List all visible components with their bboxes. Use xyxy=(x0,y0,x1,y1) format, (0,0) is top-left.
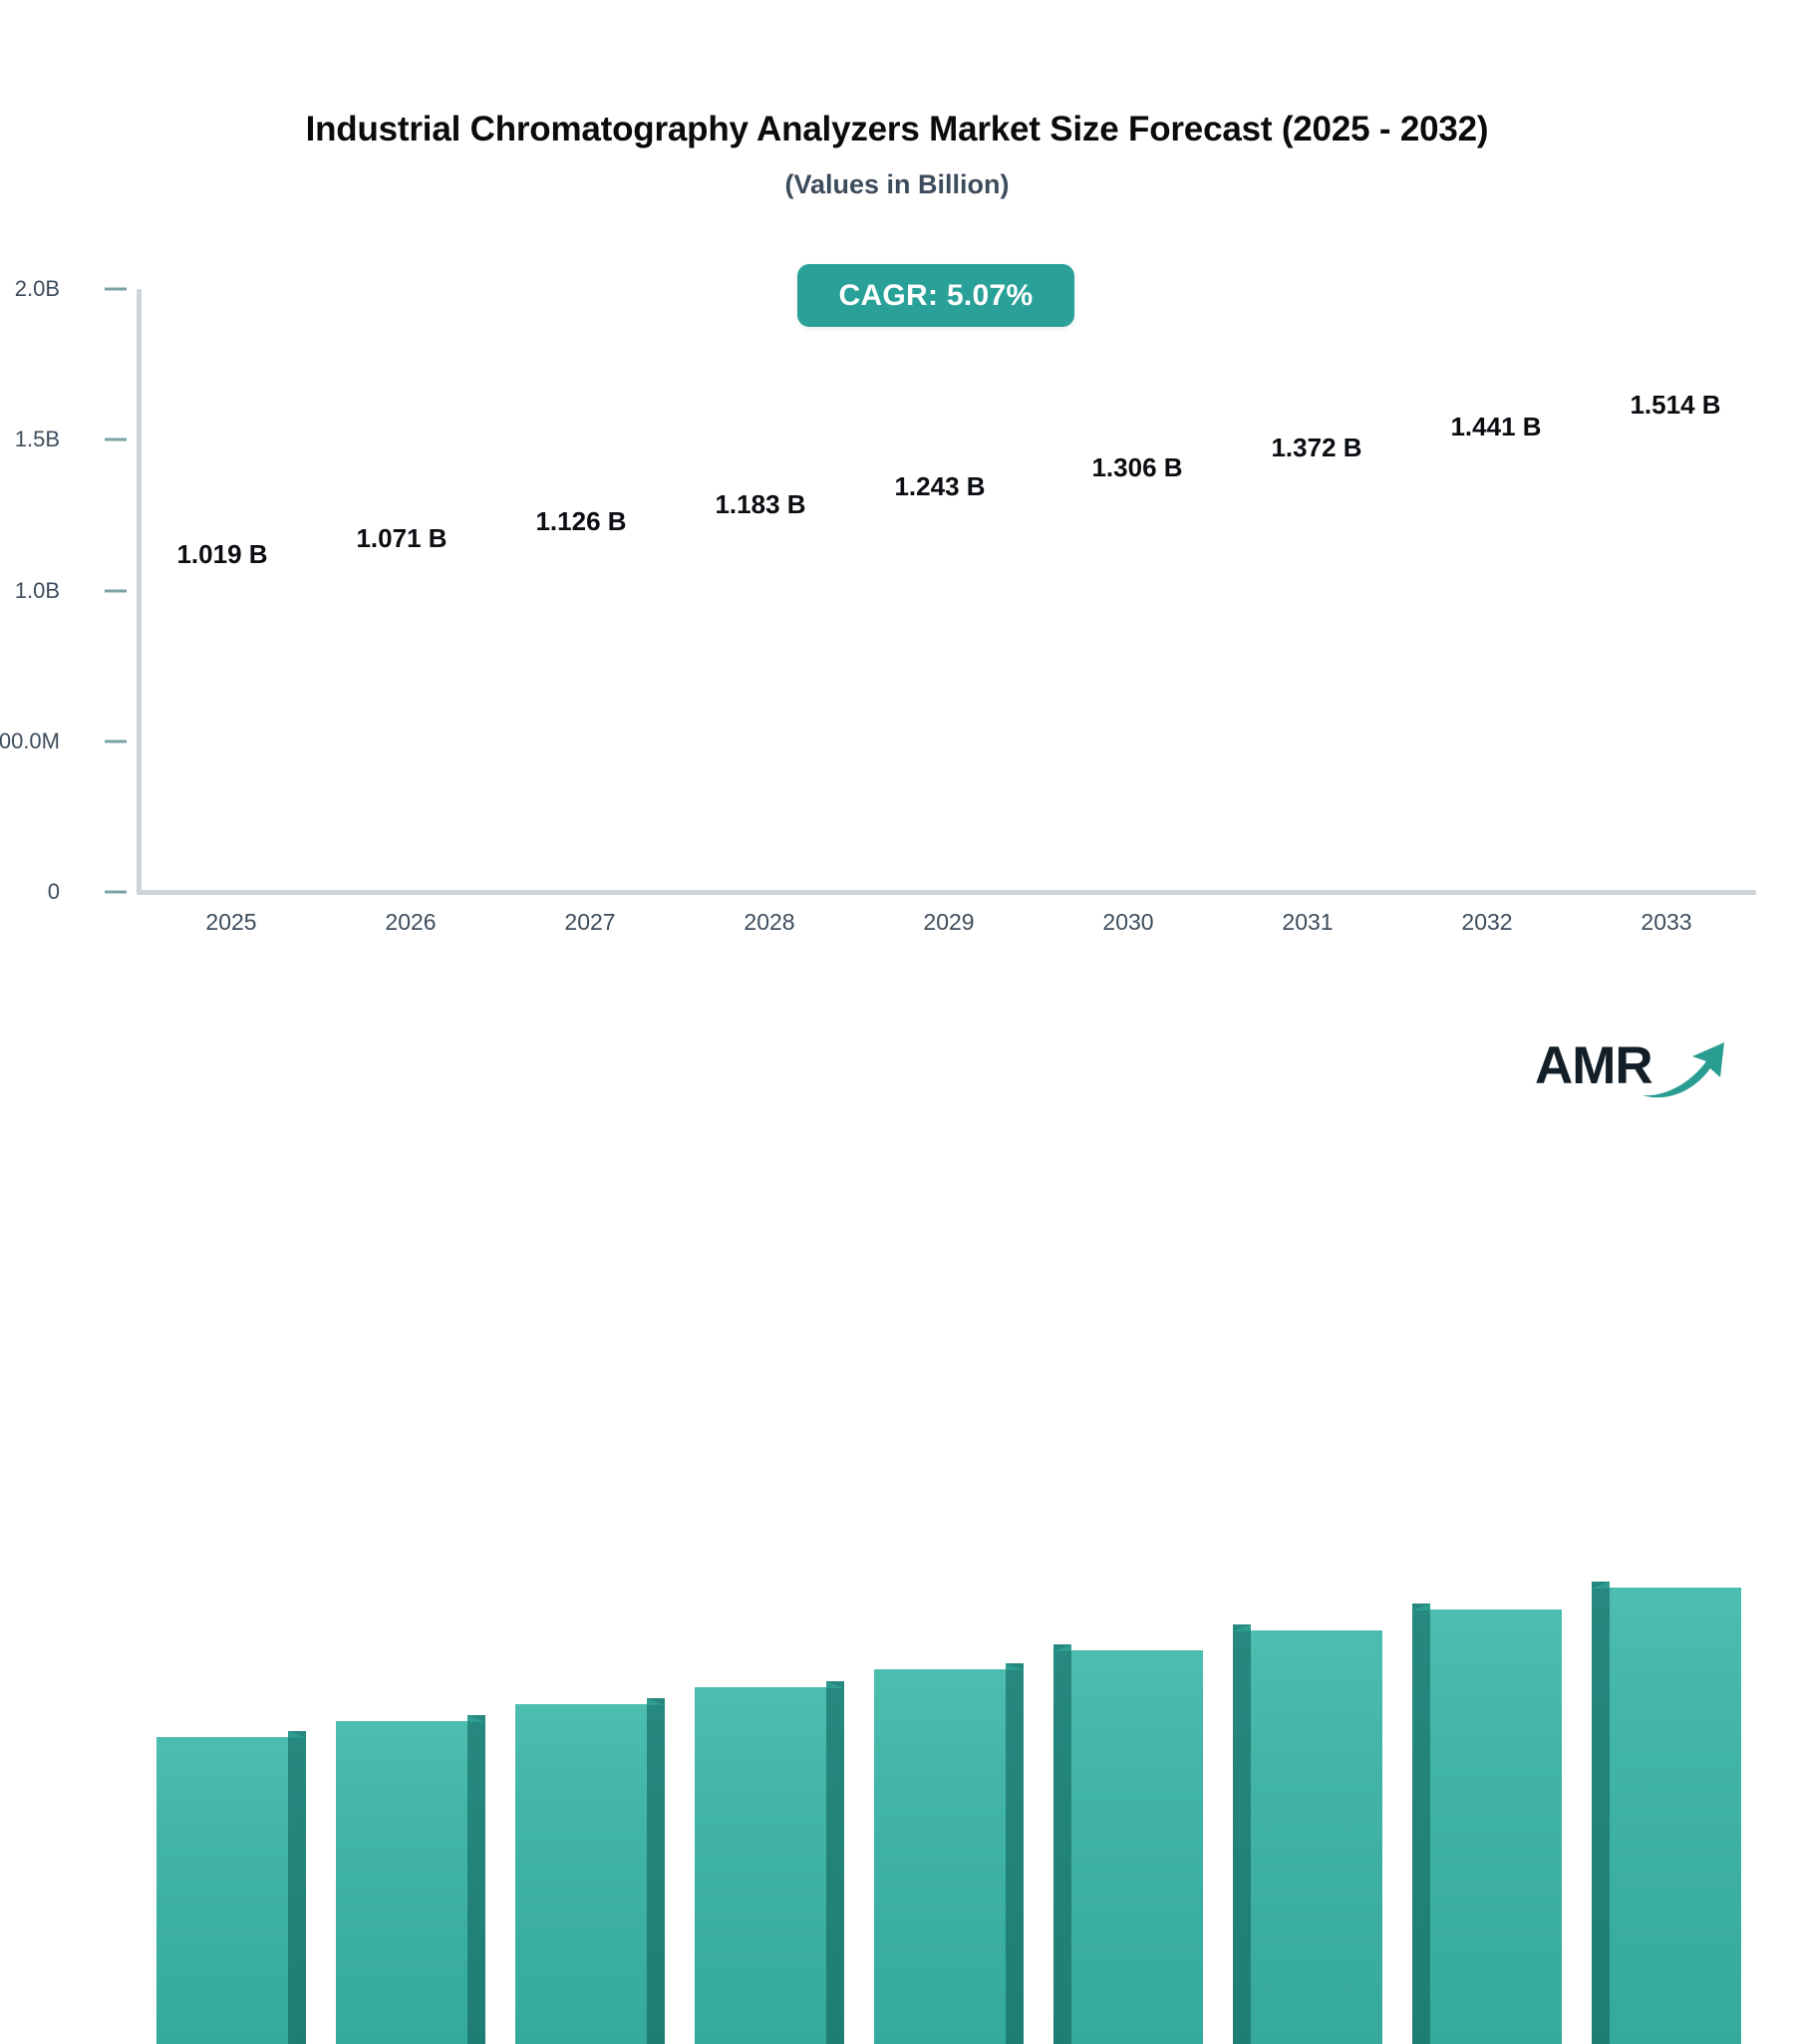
bar-side-face xyxy=(288,1730,306,2044)
bar-value-label: 1.306 B xyxy=(1091,451,1183,482)
bar-front-face xyxy=(156,1736,288,2044)
x-axis-tick-label: 2031 xyxy=(1282,909,1334,935)
amr-logo: AMR xyxy=(1535,1031,1734,1111)
bar-top-bevel xyxy=(1006,1662,1024,1670)
x-axis-tick-label: 2028 xyxy=(744,909,795,935)
x-axis-tick-label: 2027 xyxy=(564,909,616,935)
x-axis-tick-label: 2033 xyxy=(1641,909,1692,935)
bar-top-bevel xyxy=(647,1698,665,1706)
y-axis-tick-label: 1.5B xyxy=(14,427,60,452)
x-axis-tick-label: 2030 xyxy=(1102,909,1154,935)
bar-value-label: 1.514 B xyxy=(1630,390,1721,420)
bar-side-face xyxy=(1006,1662,1024,2044)
bar-front-face xyxy=(1251,1629,1382,2044)
bar-side-face xyxy=(1412,1604,1430,2044)
bar-value-label: 1.019 B xyxy=(176,538,268,569)
bar-side-face xyxy=(1233,1623,1251,2044)
bar-top-bevel xyxy=(467,1715,485,1723)
chart-title: Industrial Chromatography Analyzers Mark… xyxy=(305,110,1489,148)
bar-top-bevel xyxy=(1592,1582,1610,1589)
y-axis-tick-label: 1.0B xyxy=(14,577,60,603)
x-axis-line xyxy=(137,890,1756,895)
bar-side-face xyxy=(647,1698,665,2044)
bar-front-face xyxy=(1430,1609,1562,2044)
bar-top-bevel xyxy=(288,1730,306,1738)
x-axis-tick-label: 2026 xyxy=(385,909,437,935)
bar-front-face xyxy=(874,1668,1006,2044)
bar-value-label: 1.441 B xyxy=(1450,412,1542,442)
bar-side-face xyxy=(1592,1582,1610,2044)
y-axis-tick-label: 500.0M xyxy=(0,728,60,753)
bar-value-label: 1.243 B xyxy=(894,470,986,501)
bar-side-face xyxy=(1053,1643,1071,2044)
bar-side-face xyxy=(826,1681,844,2044)
bar-top-bevel xyxy=(1412,1604,1430,1611)
bar-front-face xyxy=(695,1687,826,2044)
y-axis-tick-mark xyxy=(105,287,127,291)
amr-logo-text: AMR xyxy=(1535,1036,1653,1095)
bar-value-label: 1.126 B xyxy=(535,506,627,537)
cagr-badge-label: CAGR: 5.07% xyxy=(838,278,1034,312)
cagr-badge: CAGR: 5.07% xyxy=(797,264,1074,327)
y-axis-tick-mark xyxy=(105,589,127,592)
bar-side-face xyxy=(467,1715,485,2044)
bar-top-bevel xyxy=(1233,1623,1251,1631)
bar-front-face xyxy=(1071,1649,1203,2044)
bar-top-bevel xyxy=(1053,1643,1071,1651)
y-axis-tick-mark xyxy=(105,739,127,743)
bar-value-label: 1.372 B xyxy=(1271,432,1362,462)
bar-front-face xyxy=(336,1721,467,2044)
y-axis-tick-label: 2.0B xyxy=(14,276,60,301)
y-axis-tick-label: 0 xyxy=(47,879,60,904)
x-axis-tick-label: 2025 xyxy=(205,909,257,935)
chart-canvas: Industrial Chromatography Analyzers Mark… xyxy=(0,110,1756,2044)
bar-top-bevel xyxy=(826,1681,844,1689)
x-axis-tick-label: 2029 xyxy=(923,909,975,935)
trend-up-arrow-icon xyxy=(1641,1039,1730,1106)
chart-subtitle: (Values in Billion) xyxy=(784,169,1010,199)
x-axis-tick-label: 2032 xyxy=(1461,909,1513,935)
bar-value-label: 1.183 B xyxy=(715,489,806,520)
bar-front-face xyxy=(515,1704,647,2044)
y-axis-tick-mark xyxy=(105,438,127,441)
bar-value-label: 1.071 B xyxy=(356,523,448,554)
bar-front-face xyxy=(1610,1588,1741,2044)
y-axis-tick-mark xyxy=(105,890,127,894)
y-axis-line xyxy=(137,289,142,894)
